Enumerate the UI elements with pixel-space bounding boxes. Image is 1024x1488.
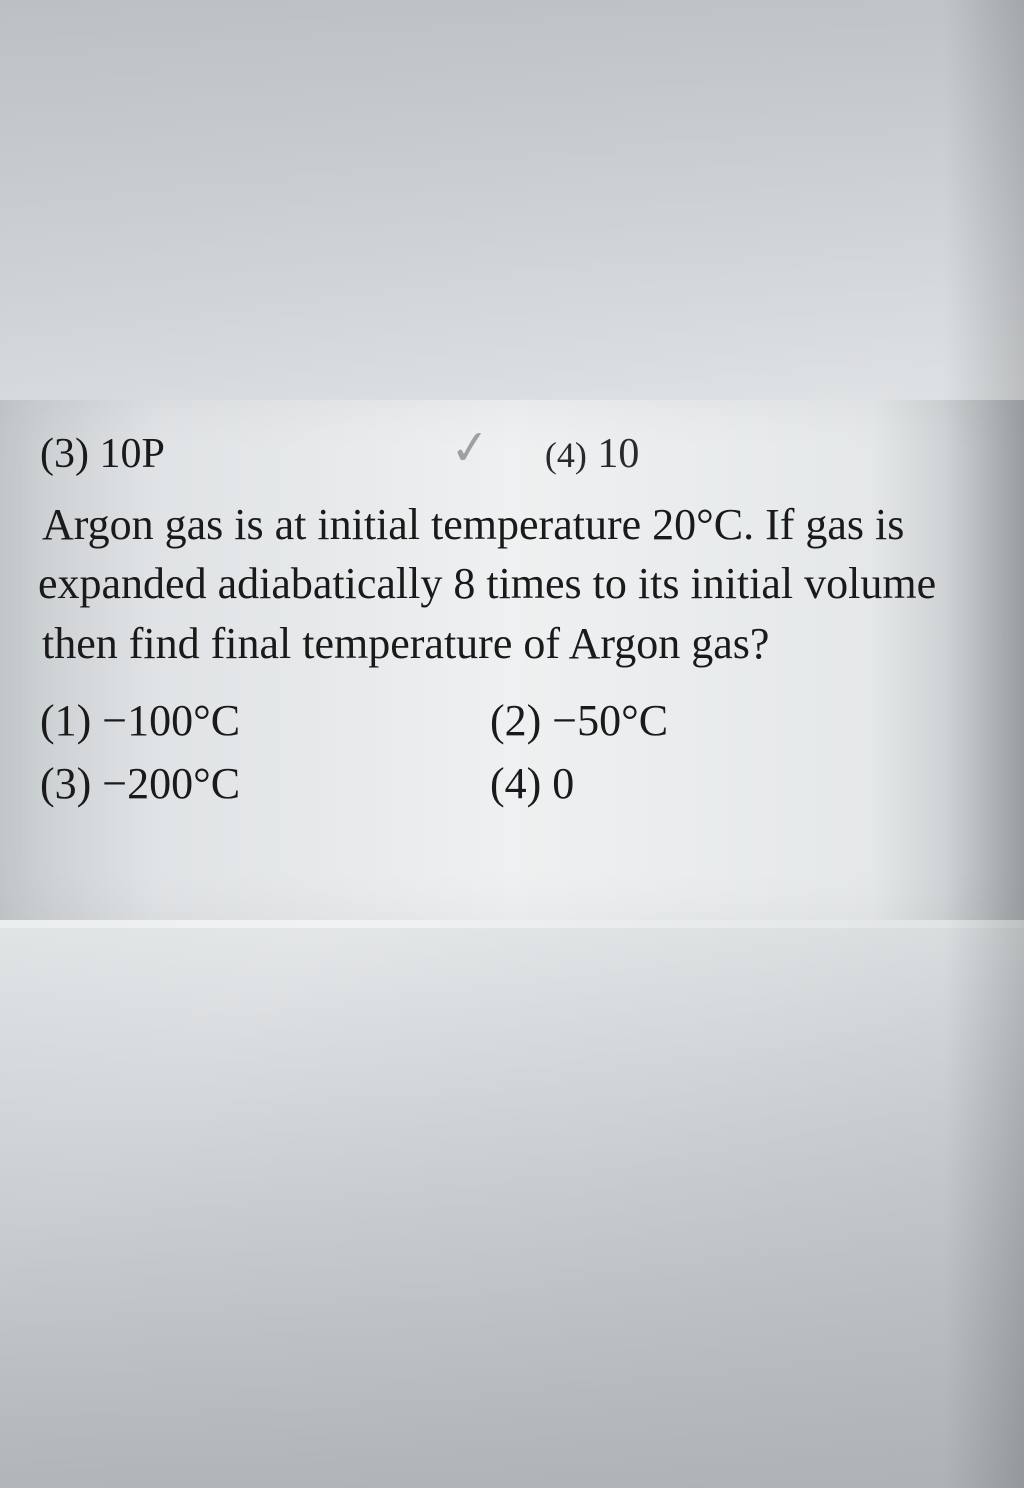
question-line-1: Argon gas is at initial temperature 20°C… xyxy=(30,495,994,554)
question-line-2: expanded adiabatically 8 times to its in… xyxy=(30,554,994,613)
option-3: (3) −200°C xyxy=(30,758,450,809)
option-2: (2) −50°C xyxy=(450,695,668,746)
option-4: (4) 0 xyxy=(450,758,574,809)
option-row-2: (3) −200°C (4) 0 xyxy=(30,758,994,809)
prev-option-4: (4) 10 xyxy=(545,430,639,478)
option-row-1: (1) −100°C (2) −50°C xyxy=(30,695,994,746)
prev-option-4-num: (4) xyxy=(545,435,587,475)
prev-option-4-text: 10 xyxy=(597,431,639,477)
checkmark-icon: ✓ xyxy=(448,418,493,477)
answer-options: (1) −100°C (2) −50°C (3) −200°C (4) 0 xyxy=(30,695,994,821)
question-line-3: then find final temperature of Argon gas… xyxy=(30,614,994,673)
page-content: (3) 10P (4) 10 ✓ Argon gas is at initial… xyxy=(0,0,1024,1488)
question-text: Argon gas is at initial temperature 20°C… xyxy=(30,495,994,673)
previous-question-options: (3) 10P (4) 10 xyxy=(0,430,1024,478)
option-1: (1) −100°C xyxy=(30,695,450,746)
prev-option-3: (3) 10P xyxy=(40,430,165,478)
